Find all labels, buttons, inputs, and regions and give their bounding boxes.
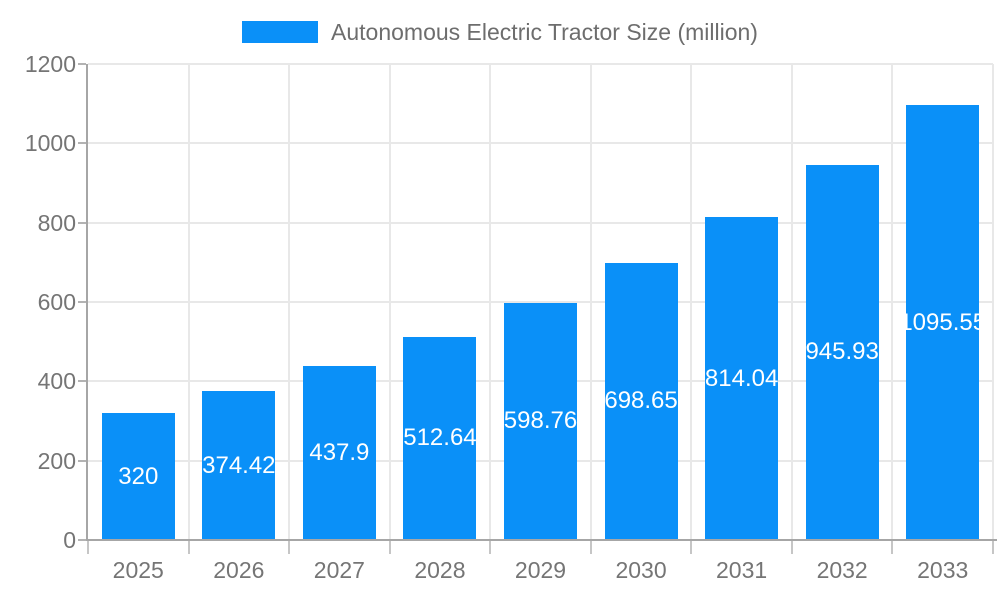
y-axis-tick (78, 301, 86, 303)
gridline-vertical (790, 64, 793, 540)
bar-value-label: 1095.55 (906, 308, 979, 336)
bar: 320 (101, 413, 175, 540)
y-axis-tick-label: 200 (37, 447, 76, 474)
gridline-horizontal (88, 221, 993, 224)
gridline-vertical (589, 64, 592, 540)
bar: 374.42 (202, 391, 276, 540)
x-axis-tick-label: 2028 (414, 557, 466, 583)
bar-value-label: 698.65 (604, 387, 678, 415)
x-axis-tick-label: 2026 (213, 557, 265, 583)
x-axis-tick-label: 2029 (514, 557, 567, 583)
gridline-vertical (489, 64, 492, 540)
y-axis-tick (78, 459, 86, 462)
y-axis-tick (78, 380, 86, 383)
bar-value-label: 945.93 (805, 338, 879, 366)
x-axis-tick-label: 2032 (816, 557, 868, 583)
plot-area: 320 374.42 437.9 512.64 598.76 698.65 814.04 94… (88, 63, 994, 540)
x-axis-tick (187, 541, 190, 554)
gridline-horizontal (88, 142, 993, 145)
bar-value-label: 320 (118, 462, 159, 490)
x-axis-tick-label: 2025 (112, 557, 164, 583)
x-axis-tick-label: 2031 (716, 557, 768, 583)
x-axis-line (79, 539, 997, 541)
legend-label: Autonomous Electric Tractor Size (millio… (331, 19, 758, 45)
x-axis-tick-label: 2030 (615, 557, 667, 583)
bar-value-label: 598.76 (504, 407, 577, 435)
bar: 598.76 (504, 302, 577, 540)
gridline-vertical (187, 64, 190, 540)
x-axis-tick (388, 541, 391, 554)
y-axis-tick (78, 221, 86, 224)
bar-value-label: 512.64 (403, 424, 477, 452)
y-axis-tick (78, 142, 86, 145)
bar: 945.93 (805, 164, 879, 540)
bar-value-label: 374.42 (202, 451, 276, 479)
x-axis-tick (589, 541, 592, 554)
y-axis-tick-label: 600 (37, 289, 76, 315)
y-axis-tick (78, 63, 86, 65)
y-axis-tick (78, 539, 86, 541)
x-axis-tick (489, 541, 492, 554)
y-axis-tick-label: 800 (37, 209, 76, 236)
x-axis-tick (690, 541, 693, 554)
bar: 437.9 (302, 366, 376, 540)
legend-swatch (242, 21, 319, 43)
x-axis-tick-label: 2033 (917, 557, 969, 583)
y-axis-tick-label: 1000 (24, 130, 76, 157)
x-axis-tick (87, 541, 89, 554)
bar: 512.64 (403, 336, 477, 540)
y-axis-line (86, 64, 88, 540)
gridline-horizontal (88, 63, 993, 65)
y-axis-tick-label: 0 (63, 527, 76, 553)
bar: 1095.55 (906, 105, 980, 540)
gridline-vertical (288, 64, 291, 540)
x-axis-tick (891, 541, 894, 554)
y-axis-tick-label: 1200 (24, 51, 76, 77)
y-axis-tick-label: 400 (37, 368, 76, 395)
gridline-vertical (891, 64, 894, 540)
gridline-vertical (690, 64, 693, 540)
gridline-vertical (992, 64, 994, 540)
gridline-vertical (388, 64, 391, 540)
legend[interactable]: Autonomous Electric Tractor Size (millio… (0, 19, 1000, 45)
x-axis-tick (790, 541, 793, 554)
bar: 814.04 (705, 217, 779, 540)
x-axis-tick (992, 541, 994, 554)
bar: 698.65 (604, 262, 678, 540)
x-axis-tick-label: 2027 (313, 557, 365, 583)
bar-value-label: 814.04 (705, 364, 779, 392)
bar-value-label: 437.9 (309, 439, 370, 467)
x-axis-tick (288, 541, 291, 554)
gridline-horizontal (88, 301, 993, 303)
